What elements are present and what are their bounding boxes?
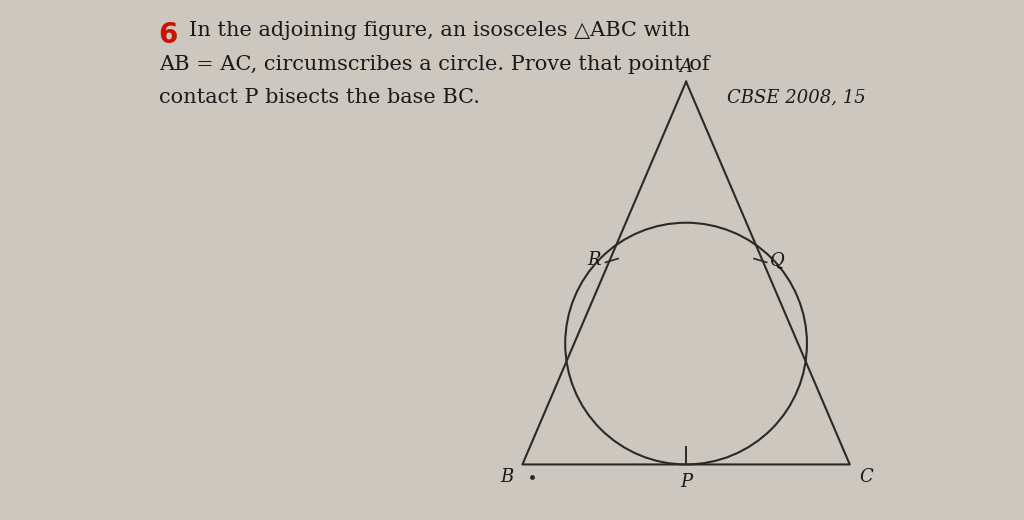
Text: A: A [680, 58, 692, 75]
Text: In the adjoining figure, an isosceles △ABC with: In the adjoining figure, an isosceles △A… [189, 21, 691, 40]
Text: C: C [859, 468, 873, 486]
Text: P: P [680, 473, 692, 491]
Text: 6: 6 [159, 21, 178, 49]
Text: AB = AC, circumscribes a circle. Prove that point of: AB = AC, circumscribes a circle. Prove t… [159, 55, 710, 74]
Text: CBSE 2008, 15: CBSE 2008, 15 [727, 88, 865, 107]
Text: contact P bisects the base BC.: contact P bisects the base BC. [159, 88, 479, 108]
Text: B: B [501, 468, 514, 486]
Text: R: R [588, 252, 601, 269]
Text: Q: Q [770, 252, 784, 269]
